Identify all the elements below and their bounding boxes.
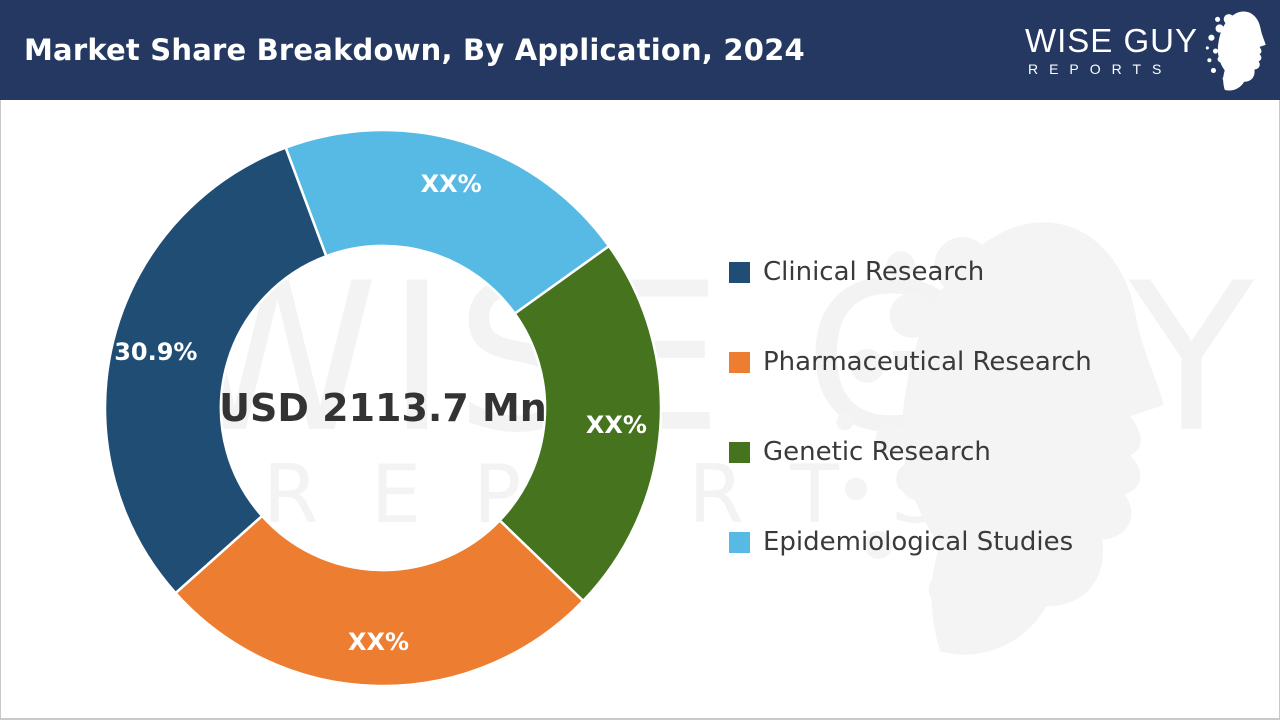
donut-segment-2 xyxy=(174,514,585,688)
donut-chart xyxy=(103,128,663,688)
logo-subtext: REPORTS xyxy=(1027,60,1173,77)
donut-segment-0 xyxy=(284,128,611,315)
legend-label: Genetic Research xyxy=(763,437,991,467)
legend-item: Clinical Research xyxy=(729,227,1092,317)
wise-guy-logo: WISE GUY REPORTS xyxy=(1025,7,1280,93)
legend-label: Pharmaceutical Research xyxy=(763,347,1092,377)
donut-segment-3 xyxy=(103,146,328,595)
slice-label-0: XX% xyxy=(420,170,482,199)
header: Market Share Breakdown, By Application, … xyxy=(0,0,1280,100)
slice-label-2: XX% xyxy=(347,627,410,656)
legend-swatch xyxy=(729,351,750,373)
legend-swatch xyxy=(729,441,750,463)
donut-segment-1 xyxy=(498,244,663,603)
slice-label-3: 30.9% xyxy=(114,337,198,366)
logo-wordmark: WISE GUY REPORTS xyxy=(1025,24,1198,77)
legend-swatch xyxy=(729,531,750,553)
face-watermark-icon xyxy=(836,222,1164,655)
legend: Clinical Research Pharmaceutical Research… xyxy=(729,227,1092,587)
page-title: Market Share Breakdown, By Application, … xyxy=(24,33,805,67)
legend-label: Clinical Research xyxy=(763,257,985,287)
logo-name: WISE GUY xyxy=(1024,21,1198,59)
legend-item: Genetic Research xyxy=(729,407,1092,497)
chart-center-value: USD 2113.7 Mn xyxy=(219,386,547,430)
legend-item: Epidemiological Studies xyxy=(729,497,1092,587)
legend-item: Pharmaceutical Research xyxy=(729,317,1092,407)
legend-label: Epidemiological Studies xyxy=(763,527,1074,557)
slice-label-1: XX% xyxy=(585,410,647,439)
legend-swatch xyxy=(729,261,750,283)
chart-area: WISE GUY REPORTS XX%XX%XX%30.9% USD 2113… xyxy=(0,100,1280,720)
logo-face-icon xyxy=(1205,11,1266,91)
